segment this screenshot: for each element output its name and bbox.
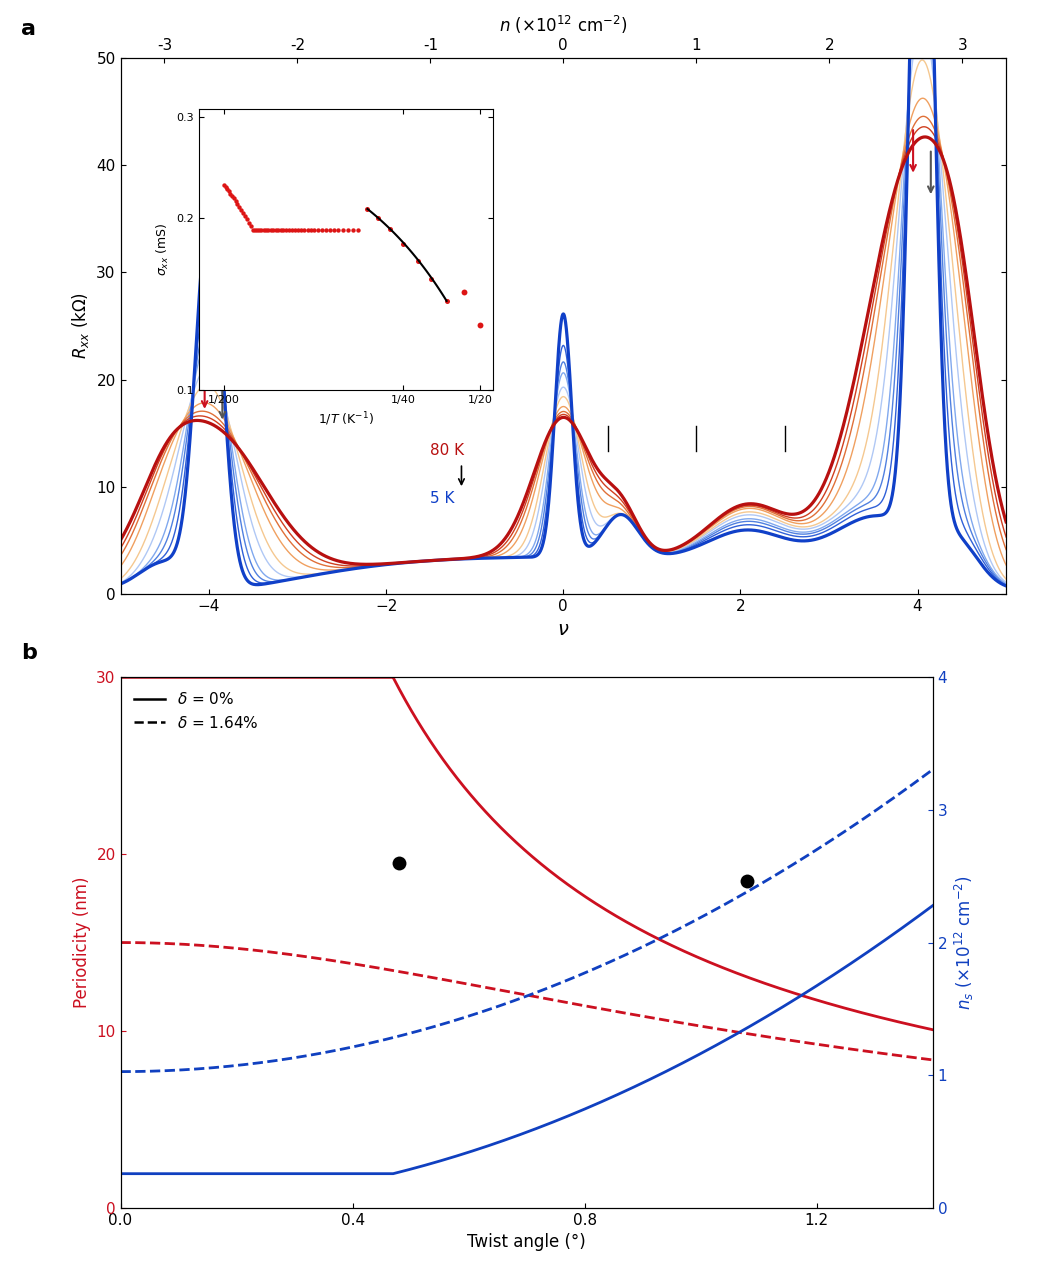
Point [303,220,320,240]
Point [272,220,289,240]
Point [281,220,298,240]
Point [258,220,275,240]
Point [296,220,312,240]
Y-axis label: $\sigma_{xx}$ (mS): $\sigma_{xx}$ (mS) [155,222,171,276]
Point [286,220,303,240]
Point [318,220,334,240]
Point [330,220,347,240]
Point [237,206,254,226]
Point [260,220,277,240]
Point [230,193,246,213]
Point [275,220,291,240]
Point [359,199,376,220]
Point [240,212,257,233]
Legend: $\delta$ = 0%, $\delta$ = 1.64%: $\delta$ = 0%, $\delta$ = 1.64% [128,685,265,737]
Point [269,220,286,240]
Point [256,220,272,240]
Point [220,181,237,202]
Point [472,314,488,335]
Y-axis label: Periodicity (nm): Periodicity (nm) [72,877,91,1008]
Y-axis label: $R_{xx}$ (k$\Omega$): $R_{xx}$ (k$\Omega$) [70,293,91,359]
Point [340,220,356,240]
Point [219,179,236,199]
Point [289,220,306,240]
Point [216,175,233,196]
Point [225,188,242,208]
Point [292,220,309,240]
Text: a: a [21,19,36,40]
Point [267,220,284,240]
Point [278,220,294,240]
Point [233,199,249,220]
Point [313,220,330,240]
Point [283,220,300,240]
Point [222,184,239,204]
Point [235,202,252,222]
Point [739,870,756,891]
Point [265,220,282,240]
Point [217,176,234,197]
Point [422,270,439,290]
Point [248,220,265,240]
Point [326,220,343,240]
Text: 80 K: 80 K [431,442,464,458]
Point [394,234,411,254]
Point [322,220,339,240]
Text: 5 K: 5 K [431,491,455,506]
Point [344,220,361,240]
X-axis label: $1/T$ (K$^{-1}$): $1/T$ (K$^{-1}$) [318,410,374,428]
Point [438,290,455,311]
X-axis label: $\nu$: $\nu$ [558,620,569,639]
X-axis label: $n$ ($\times$10$^{12}$ cm$^{-2}$): $n$ ($\times$10$^{12}$ cm$^{-2}$) [499,14,628,36]
Point [262,220,279,240]
Point [227,190,244,211]
Point [306,220,323,240]
Point [370,207,387,227]
Y-axis label: $n_s$ ($\times$10$^{12}$ cm$^{-2}$): $n_s$ ($\times$10$^{12}$ cm$^{-2}$) [953,875,976,1010]
Point [299,220,315,240]
Point [349,220,366,240]
Point [246,220,263,240]
Point [456,282,473,303]
Point [242,216,259,236]
Point [310,220,327,240]
Point [410,250,427,271]
Point [244,220,261,240]
Point [224,185,241,206]
Point [250,220,267,240]
Point [381,219,398,239]
Point [253,220,269,240]
Text: b: b [21,643,37,663]
Point [238,210,255,230]
Point [391,852,408,873]
Point [231,197,247,217]
Point [334,220,351,240]
X-axis label: Twist angle (°): Twist angle (°) [467,1233,586,1251]
